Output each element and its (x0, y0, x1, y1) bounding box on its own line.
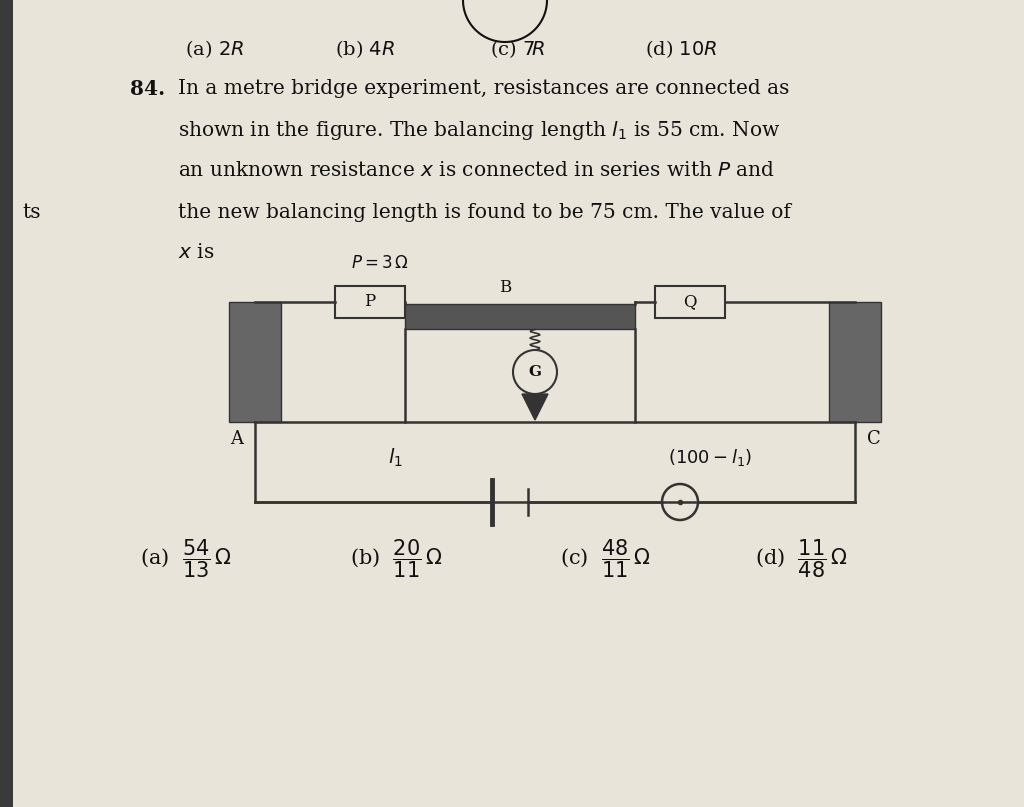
Text: 84.: 84. (130, 79, 165, 99)
Text: (c) $7R$: (c) $7R$ (490, 38, 545, 60)
Polygon shape (522, 394, 548, 420)
Text: the new balancing length is found to be 75 cm. The value of: the new balancing length is found to be … (178, 203, 791, 221)
Bar (229, 302, 281, 422)
Bar (335, 286, 406, 318)
Text: ts: ts (22, 203, 41, 221)
Text: (a) $2R$: (a) $2R$ (185, 38, 244, 60)
Bar (0, 0, 13, 807)
Text: Q: Q (683, 294, 696, 311)
Text: P: P (365, 294, 376, 311)
Text: (b) $4R$: (b) $4R$ (335, 38, 395, 60)
Text: In a metre bridge experiment, resistances are connected as: In a metre bridge experiment, resistance… (178, 80, 790, 98)
Text: (a)  $\dfrac{54}{13}\,\Omega$: (a) $\dfrac{54}{13}\,\Omega$ (140, 537, 231, 580)
Bar (829, 302, 881, 422)
Text: (b)  $\dfrac{20}{11}\,\Omega$: (b) $\dfrac{20}{11}\,\Omega$ (350, 537, 442, 580)
Text: $x$ is: $x$ is (178, 244, 214, 262)
Text: $l_1$: $l_1$ (388, 447, 402, 470)
Text: (d) $10R$: (d) $10R$ (645, 38, 718, 60)
Text: (d)  $\dfrac{11}{48}\,\Omega$: (d) $\dfrac{11}{48}\,\Omega$ (755, 537, 848, 580)
Bar (406, 304, 635, 329)
Text: (c)  $\dfrac{48}{11}\,\Omega$: (c) $\dfrac{48}{11}\,\Omega$ (560, 537, 651, 580)
Text: an unknown resistance $x$ is connected in series with $P$ and: an unknown resistance $x$ is connected i… (178, 161, 775, 181)
Text: $P = 3\,\Omega$: $P = 3\,\Omega$ (351, 255, 409, 272)
Bar (655, 286, 725, 318)
Text: shown in the figure. The balancing length $l_1$ is 55 cm. Now: shown in the figure. The balancing lengt… (178, 119, 780, 141)
Text: C: C (867, 430, 881, 448)
Text: A: A (230, 430, 243, 448)
Text: G: G (528, 365, 542, 379)
Text: $(100 - l_1)$: $(100 - l_1)$ (668, 447, 753, 468)
Text: B: B (499, 279, 511, 296)
